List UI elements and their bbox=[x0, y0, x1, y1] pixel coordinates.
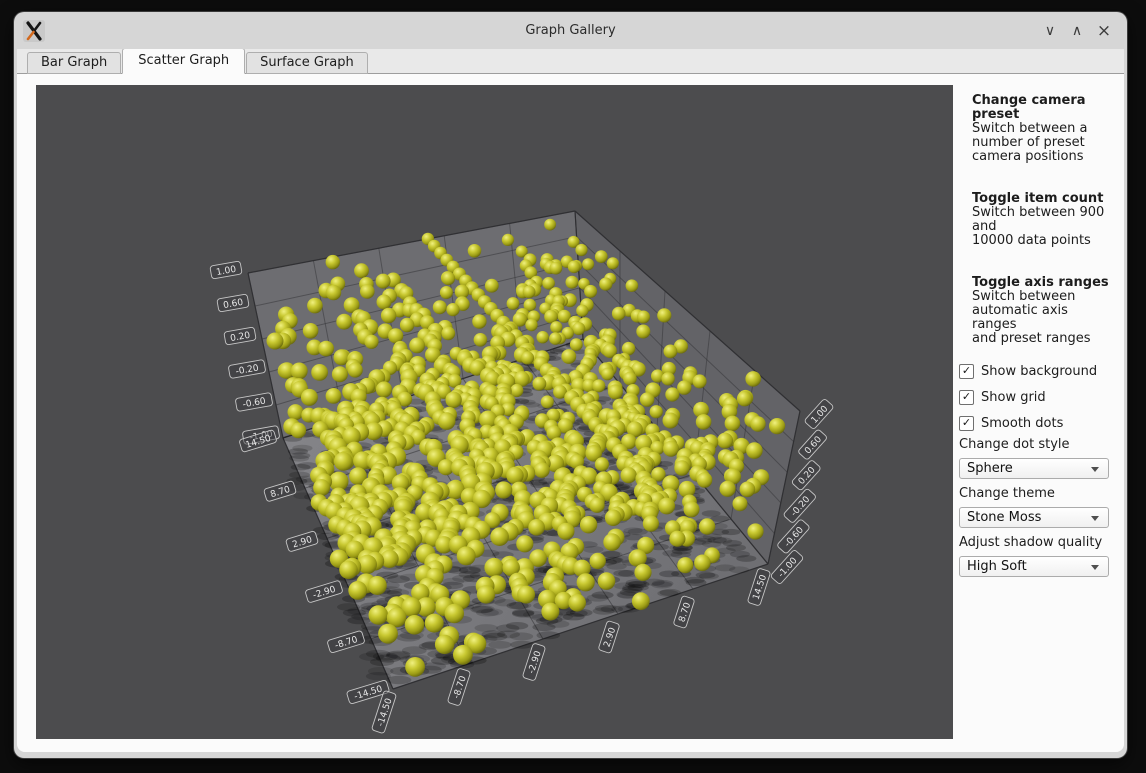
description-line: Switch between 900 and bbox=[972, 205, 1105, 234]
svg-text:1.00: 1.00 bbox=[216, 265, 238, 278]
description-line: Switch between a bbox=[972, 121, 1088, 136]
checkbox-check-icon: ✓ bbox=[959, 390, 974, 405]
checkbox-check-icon: ✓ bbox=[959, 364, 974, 379]
camera-preset-group: Change camera preset Switch between a nu… bbox=[959, 94, 1112, 164]
window-controls: ∨ ∧ × bbox=[1041, 20, 1113, 41]
control-panel: Change camera preset Switch between a nu… bbox=[959, 94, 1124, 585]
change-theme-label: Change theme bbox=[959, 486, 1055, 501]
scatter-3d-view[interactable]: 1.000.600.20-0.20-0.60-1.0014.508.702.90… bbox=[36, 85, 953, 739]
tab-bar: Bar Graph Scatter Graph Surface Graph bbox=[17, 49, 1124, 74]
app-window: Graph Gallery ∨ ∧ × Bar Graph Scatter Gr… bbox=[14, 12, 1127, 758]
change-dot-style-label: Change dot style bbox=[959, 437, 1070, 452]
window-title: Graph Gallery bbox=[525, 23, 616, 38]
smooth-dots-checkbox[interactable]: ✓ Smooth dots bbox=[959, 416, 1124, 431]
tab-scatter-graph[interactable]: Scatter Graph bbox=[122, 49, 246, 74]
shadow-quality-group: Adjust shadow quality High Soft bbox=[959, 536, 1124, 577]
description-line: and preset ranges bbox=[972, 331, 1091, 346]
titlebar[interactable]: Graph Gallery ∨ ∧ × bbox=[14, 12, 1127, 49]
tab-surface-graph[interactable]: Surface Graph bbox=[246, 52, 368, 74]
show-grid-checkbox[interactable]: ✓ Show grid bbox=[959, 390, 1124, 405]
theme-group: Change theme Stone Moss bbox=[959, 487, 1124, 528]
dot-style-group: Change dot style Sphere bbox=[959, 438, 1124, 479]
description-line: automatic axis ranges bbox=[972, 303, 1068, 332]
description-line: 10000 data points bbox=[972, 233, 1091, 248]
svg-text:0.60: 0.60 bbox=[223, 298, 245, 311]
close-button[interactable]: × bbox=[1096, 20, 1112, 41]
description-line: Switch between bbox=[972, 289, 1076, 304]
window-content: Bar Graph Scatter Graph Surface Graph 1.… bbox=[17, 49, 1124, 752]
svg-text:-0.20: -0.20 bbox=[235, 363, 260, 377]
toggle-item-count-button[interactable]: Toggle item count bbox=[972, 191, 1104, 206]
tab-bar-graph[interactable]: Bar Graph bbox=[27, 52, 122, 74]
chevron-down-icon bbox=[1091, 565, 1099, 570]
dot-style-select[interactable]: Sphere bbox=[959, 458, 1109, 479]
chevron-down-icon bbox=[1091, 467, 1099, 472]
theme-select[interactable]: Stone Moss bbox=[959, 507, 1109, 528]
chevron-down-icon bbox=[1091, 516, 1099, 521]
tab-pane: 1.000.600.20-0.20-0.60-1.0014.508.702.90… bbox=[17, 73, 1124, 752]
combo-value: High Soft bbox=[967, 558, 1027, 574]
svg-text:14.50: 14.50 bbox=[752, 573, 770, 601]
shadow-quality-select[interactable]: High Soft bbox=[959, 556, 1109, 577]
minimize-button[interactable]: ∨ bbox=[1044, 22, 1056, 39]
svg-text:0.20: 0.20 bbox=[230, 331, 252, 344]
combo-value: Sphere bbox=[967, 460, 1013, 476]
checkbox-label: Show background bbox=[981, 363, 1098, 379]
maximize-button[interactable]: ∧ bbox=[1071, 22, 1083, 39]
item-count-group: Toggle item count Switch between 900 and… bbox=[959, 192, 1112, 248]
show-background-checkbox[interactable]: ✓ Show background bbox=[959, 364, 1124, 379]
checkbox-label: Show grid bbox=[981, 389, 1046, 405]
checkbox-check-icon: ✓ bbox=[959, 416, 974, 431]
svg-text:-1.00: -1.00 bbox=[249, 429, 274, 443]
app-x-logo-icon bbox=[23, 19, 45, 42]
toggle-axis-ranges-button[interactable]: Toggle axis ranges bbox=[972, 275, 1109, 290]
svg-text:-0.60: -0.60 bbox=[242, 396, 267, 410]
axis-ranges-group: Toggle axis ranges Switch between automa… bbox=[959, 276, 1112, 346]
combo-value: Stone Moss bbox=[967, 509, 1042, 525]
description-line: camera positions bbox=[972, 149, 1084, 164]
change-camera-preset-button[interactable]: Change camera preset bbox=[972, 93, 1086, 122]
checkbox-label: Smooth dots bbox=[981, 415, 1064, 431]
adjust-shadow-quality-label: Adjust shadow quality bbox=[959, 535, 1103, 550]
description-line: number of preset bbox=[972, 135, 1085, 150]
